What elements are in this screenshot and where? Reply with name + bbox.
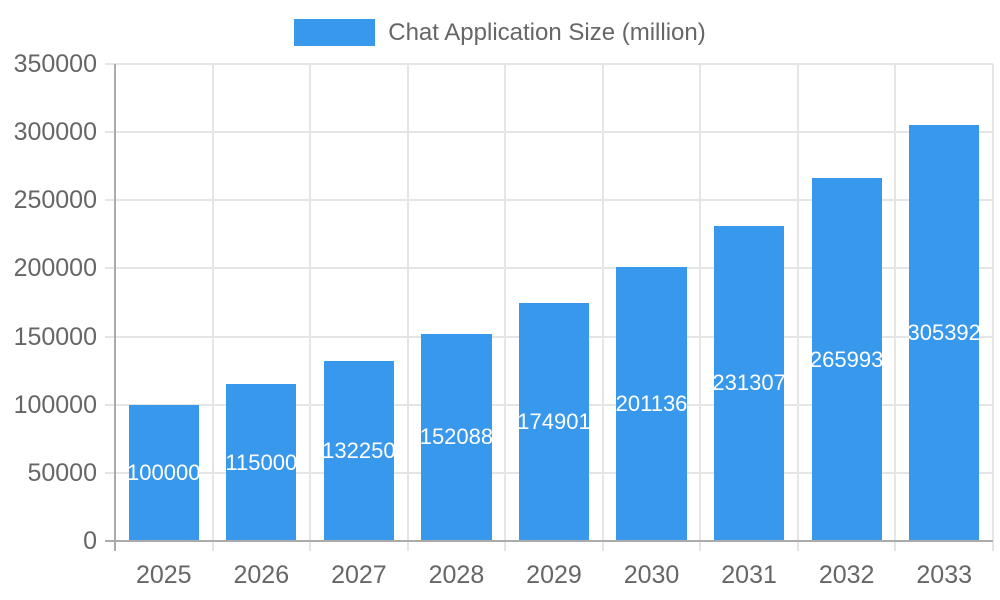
x-gridline bbox=[699, 64, 702, 551]
bar: 100000 bbox=[128, 404, 199, 541]
bar-value-label: 115000 bbox=[226, 449, 297, 475]
y-gridline bbox=[105, 63, 993, 65]
bar: 132250 bbox=[323, 360, 394, 541]
x-tick-label: 2030 bbox=[623, 561, 680, 589]
y-tick-label: 150000 bbox=[13, 322, 97, 351]
x-tick-label: 2029 bbox=[526, 561, 582, 589]
x-tick-label: 2032 bbox=[818, 561, 875, 589]
y-gridline bbox=[105, 540, 993, 542]
x-gridline bbox=[114, 64, 116, 551]
x-gridline bbox=[504, 64, 507, 551]
bar-value-label: 201136 bbox=[616, 390, 687, 416]
x-gridline bbox=[992, 64, 994, 551]
x-gridline bbox=[309, 64, 312, 551]
x-tick-label: 2031 bbox=[721, 561, 777, 589]
bar-value-label: 231307 bbox=[713, 370, 785, 396]
bar-value-label: 132250 bbox=[323, 437, 394, 463]
y-tick-label: 300000 bbox=[13, 118, 97, 147]
y-gridline bbox=[105, 131, 993, 134]
x-tick-label: 2028 bbox=[428, 561, 485, 589]
bar: 201136 bbox=[616, 266, 687, 541]
legend[interactable]: Chat Application Size (million) bbox=[0, 19, 1000, 46]
y-tick-label: 200000 bbox=[13, 254, 97, 283]
y-tick-label: 50000 bbox=[27, 458, 97, 487]
bar: 174901 bbox=[518, 302, 590, 541]
x-gridline bbox=[211, 64, 214, 551]
x-tick-label: 2026 bbox=[233, 561, 290, 589]
bar: 231307 bbox=[713, 225, 785, 541]
x-gridline bbox=[601, 64, 604, 551]
bar: 265993 bbox=[811, 178, 882, 541]
x-tick-label: 2027 bbox=[331, 561, 387, 589]
y-tick-label: 250000 bbox=[13, 186, 97, 215]
y-tick-label: 100000 bbox=[13, 390, 97, 419]
bar: 305392 bbox=[909, 124, 980, 541]
y-tick-label: 350000 bbox=[13, 50, 97, 78]
x-gridline bbox=[796, 64, 799, 551]
legend-swatch bbox=[294, 19, 376, 46]
bar: 115000 bbox=[226, 384, 297, 541]
x-gridline bbox=[894, 64, 897, 551]
x-gridline bbox=[406, 64, 409, 551]
legend-label: Chat Application Size (million) bbox=[388, 19, 706, 46]
bar-value-label: 174901 bbox=[518, 408, 590, 434]
x-tick-label: 2033 bbox=[916, 561, 973, 589]
bar-value-label: 305392 bbox=[909, 319, 980, 345]
y-tick-label: 0 bbox=[83, 527, 97, 555]
x-tick-label: 2025 bbox=[135, 561, 192, 589]
y-gridline bbox=[105, 199, 993, 202]
bar-value-label: 100000 bbox=[128, 459, 199, 485]
y-gridline bbox=[105, 267, 993, 270]
bar-value-label: 265993 bbox=[811, 346, 882, 372]
bar: 152088 bbox=[421, 333, 492, 541]
bar-value-label: 152088 bbox=[421, 424, 492, 450]
